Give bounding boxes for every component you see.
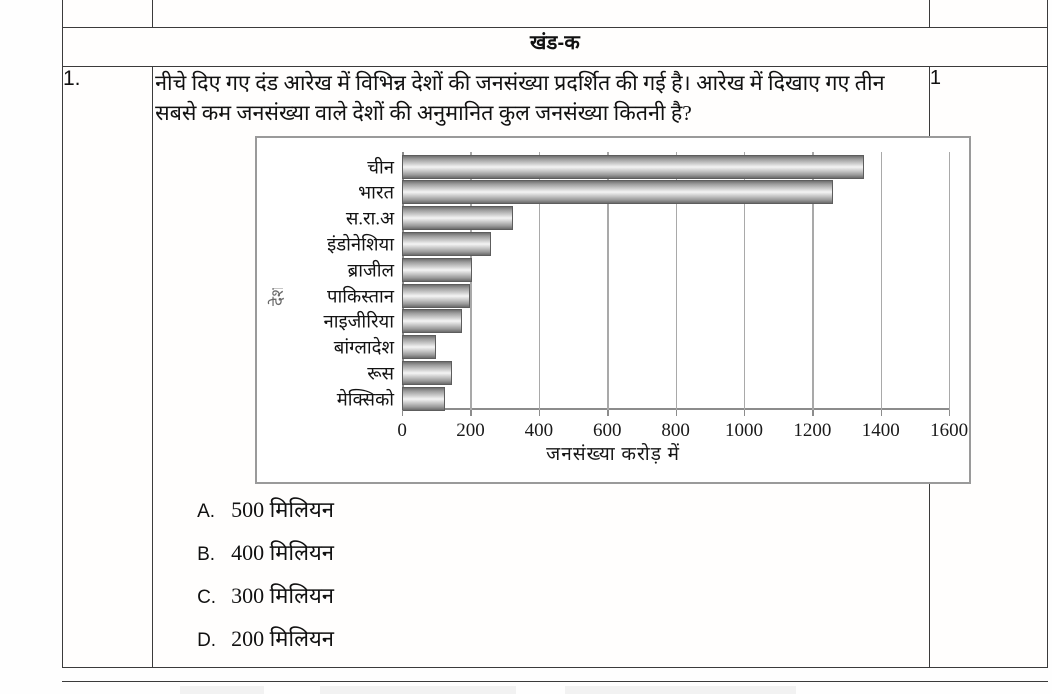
bar [402,257,473,282]
gridline [812,152,814,411]
bottom-divider [62,681,1048,683]
question-body: नीचे दिए गए दंड आरेख में विभिन्न देशों क… [152,66,972,668]
chart-y-axis-title: देश [268,287,288,306]
bar-row: नाइजीरिया [324,309,949,334]
x-tick-label: 1200 [793,420,832,442]
category-label: नाइजीरिया [323,312,395,333]
chart-plot-area: चीन भारत स.रा.अ इंडोनेशिया ब्राजील पाकिस्तान न… [324,152,968,441]
bar-row: चीन [367,154,949,179]
category-label: पाकिस्तान [326,287,395,308]
bar-row: बांग्लादेश [334,335,949,360]
answer-options: A. 500 मिलियन B. 400 मिलियन C. 300 मिलियन D. 20… [197,494,929,653]
option-letter: A. [197,501,216,523]
x-tick-label: 1000 [724,420,763,442]
table-row: 1. नीचे दिए गए दंड आरेख में विभिन्न देशो… [61,66,1049,668]
bar [402,386,445,411]
option-text: 200 मिलियन [231,626,335,652]
bar-row: पाकिस्तान [327,283,949,308]
table-header-row: संख्या अंक [61,0,1049,28]
option-text: 500 मिलियन [231,497,335,523]
bar-row: भारत [358,180,949,205]
gridline [743,152,746,411]
tick-mark [470,410,472,417]
option-letter: C. [197,587,217,609]
bar [402,180,833,205]
tick-mark [607,410,609,417]
option-letter: B. [197,544,216,566]
category-label: स.रा.अ [345,209,395,230]
tick-mark [949,410,951,417]
x-tick-label: 0 [397,420,407,442]
answer-option[interactable]: D. 200 मिलियन [197,623,929,653]
category-label: भारत [358,183,395,204]
question-text: नीचे दिए गए दंड आरेख में विभिन्न देशों क… [155,71,885,125]
section-title: खंड-क [62,27,1048,67]
question-number: 1. [61,66,154,668]
section-row: खंड-क [62,27,1048,67]
answer-option[interactable]: A. 500 मिलियन [197,494,929,524]
x-tick-label: 1400 [861,420,900,442]
bar-row: मेक्सिको [337,386,949,411]
bar-row: इंडोनेशिया [327,232,949,257]
bar-chart: देश चीन भारत स.रा.अ इंडोनेशिया ब्राजील पाकिस्… [255,136,972,485]
gridline [880,152,883,411]
tick-mark [812,410,814,417]
bar-row: ब्राजील [348,257,949,282]
category-label: रूस [367,364,395,385]
x-tick-label: 800 [661,420,690,442]
bar-row: रूस [367,361,949,386]
category-label: इंडोनेशिया [327,235,395,256]
gridline [949,152,951,411]
option-letter: D. [197,630,217,652]
option-text: 300 मिलियन [231,583,335,609]
header-body-col [152,0,930,28]
header-number-col: संख्या [61,0,154,28]
tick-mark [743,410,746,417]
x-tick-label: 200 [456,420,485,442]
gridline [675,152,677,411]
bar [402,283,471,308]
bar [402,361,452,386]
option-text: 400 मिलियन [231,540,335,566]
chart-x-axis-title: जनसंख्या करोड़ में [546,444,680,466]
bottom-cutoff-text [180,686,880,694]
category-label: बांग्लादेश [333,338,395,359]
question-paper-table: संख्या अंक खंड-क 1. नीचे दिए गए दंड आरेख… [61,0,1049,668]
header-marks-col: अंक [928,0,1049,28]
gridline [538,152,541,411]
answer-option[interactable]: C. 300 मिलियन [197,580,929,610]
category-label: मेक्सिको [336,390,395,411]
gridline [607,152,609,411]
bar [402,309,462,334]
bar [402,335,437,360]
x-tick-label: 1600 [930,420,969,442]
tick-mark [402,410,404,417]
answer-option[interactable]: B. 400 मिलियन [197,537,929,567]
bar [402,154,864,179]
x-tick-label: 400 [524,420,554,442]
tick-mark [880,410,883,417]
x-tick-label: 600 [592,420,622,442]
bar [402,232,491,257]
category-label: ब्राजील [347,261,395,282]
bar [402,206,514,231]
tick-mark [675,410,677,417]
category-label: चीन [367,158,395,179]
bar-row: स.रा.अ [346,206,949,231]
tick-mark [538,410,541,417]
question-marks: 1 [928,66,1049,668]
